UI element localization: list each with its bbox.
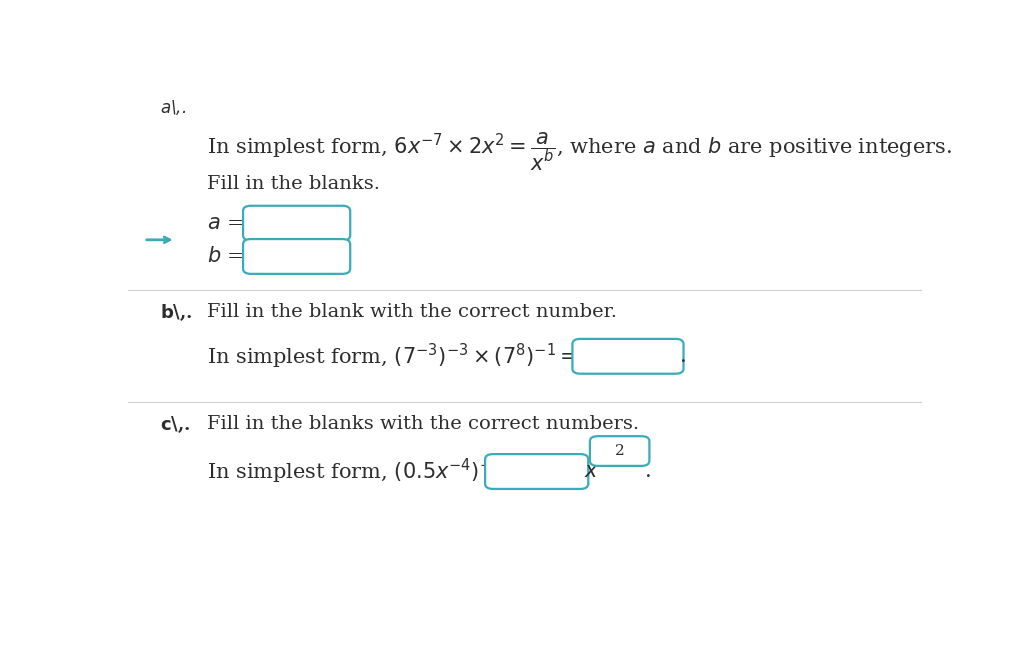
Text: In simplest form, $\left(7^{-3}\right)^{-3} \times \left(7^{8}\right)^{-1} = $: In simplest form, $\left(7^{-3}\right)^{… <box>207 342 578 371</box>
Text: Fill in the blanks with the correct numbers.: Fill in the blanks with the correct numb… <box>207 415 639 433</box>
Text: $\mathbf{b}$\,.: $\mathbf{b}$\,. <box>160 303 193 323</box>
FancyBboxPatch shape <box>485 454 588 489</box>
FancyBboxPatch shape <box>590 436 649 466</box>
Text: Fill in the blanks.: Fill in the blanks. <box>207 174 380 193</box>
Text: $a$ =: $a$ = <box>207 213 244 233</box>
FancyBboxPatch shape <box>243 239 350 274</box>
Text: .: . <box>680 347 686 366</box>
Text: 2: 2 <box>614 444 625 458</box>
Text: .: . <box>645 462 651 481</box>
Text: $a$\,.: $a$\,. <box>160 98 186 117</box>
FancyBboxPatch shape <box>572 339 684 374</box>
FancyBboxPatch shape <box>243 205 350 241</box>
Text: In simplest form, $\left(0.5x^{-4}\right)^{-3} = $: In simplest form, $\left(0.5x^{-4}\right… <box>207 457 523 486</box>
Text: $\mathbf{c}$\,.: $\mathbf{c}$\,. <box>160 415 190 435</box>
Text: In simplest form, $6x^{-7} \times 2x^2 = \dfrac{a}{x^b}$, where $a$ and $b$ are : In simplest form, $6x^{-7} \times 2x^2 =… <box>207 131 952 173</box>
Text: $x$: $x$ <box>584 462 599 481</box>
Text: $b$ =: $b$ = <box>207 247 245 267</box>
Text: Fill in the blank with the correct number.: Fill in the blank with the correct numbe… <box>207 303 617 321</box>
